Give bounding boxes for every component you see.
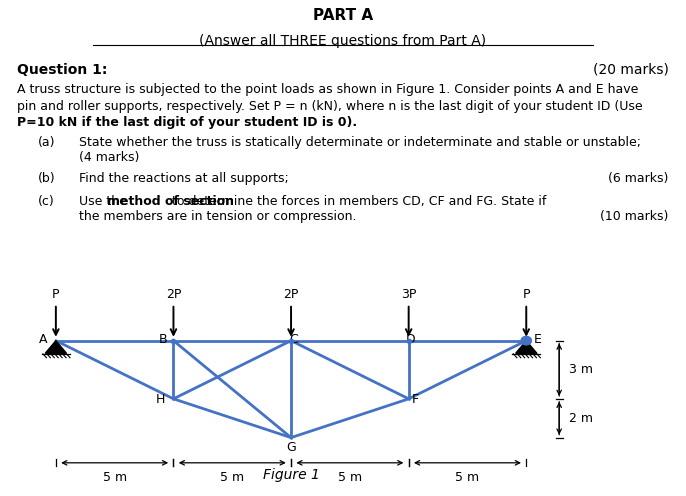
Text: D: D [406, 333, 416, 346]
Text: (a): (a) [38, 136, 56, 149]
Text: (b): (b) [38, 172, 56, 185]
Text: 5 m: 5 m [220, 471, 244, 484]
Circle shape [521, 336, 532, 345]
Text: P: P [523, 288, 530, 301]
Text: A truss structure is subjected to the point loads as shown in Figure 1. Consider: A truss structure is subjected to the po… [17, 83, 639, 96]
Text: method of section: method of section [106, 195, 234, 208]
Text: Find the reactions at all supports;: Find the reactions at all supports; [79, 172, 289, 185]
Text: Question 1:: Question 1: [17, 63, 108, 77]
Text: C: C [289, 333, 298, 346]
Text: A: A [38, 333, 47, 346]
Text: 5 m: 5 m [103, 471, 127, 484]
Text: (6 marks): (6 marks) [608, 172, 669, 185]
Text: to determine the forces in members CD, CF and FG. State if: to determine the forces in members CD, C… [169, 195, 547, 208]
Text: the members are in tension or compression.: the members are in tension or compressio… [79, 210, 357, 223]
Text: (Answer all THREE questions from Part A): (Answer all THREE questions from Part A) [200, 34, 486, 48]
Text: 3P: 3P [401, 288, 416, 301]
Text: (10 marks): (10 marks) [600, 210, 669, 223]
Text: State whether the truss is statically determinate or indeterminate and stable or: State whether the truss is statically de… [79, 136, 641, 149]
Text: (4 marks): (4 marks) [79, 151, 139, 164]
Text: G: G [286, 441, 296, 454]
Text: PART A: PART A [313, 8, 373, 23]
Text: pin and roller supports, respectively. Set P = n (kN), where n is the last digit: pin and roller supports, respectively. S… [17, 100, 643, 113]
Text: F: F [412, 393, 419, 406]
Text: 3 m: 3 m [569, 363, 593, 376]
Text: 5 m: 5 m [338, 471, 362, 484]
Text: 2P: 2P [283, 288, 298, 301]
Text: B: B [158, 333, 167, 346]
Text: H: H [156, 393, 165, 406]
Polygon shape [516, 341, 537, 353]
Text: P=10 kN if the last digit of your student ID is 0).: P=10 kN if the last digit of your studen… [17, 116, 357, 129]
Polygon shape [45, 341, 67, 353]
Text: 5 m: 5 m [456, 471, 480, 484]
Text: 2P: 2P [166, 288, 181, 301]
Text: P: P [52, 288, 60, 301]
Text: Use the: Use the [79, 195, 131, 208]
Text: (20 marks): (20 marks) [593, 63, 669, 77]
Text: 2 m: 2 m [569, 412, 593, 425]
Text: E: E [534, 333, 542, 346]
Text: (c): (c) [38, 195, 54, 208]
Text: Figure 1: Figure 1 [263, 468, 320, 482]
